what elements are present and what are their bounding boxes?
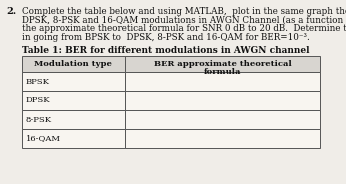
Bar bbox=[125, 129, 320, 148]
Text: BER approximate theoretical: BER approximate theoretical bbox=[154, 61, 291, 68]
Bar bbox=[125, 91, 320, 110]
Bar bbox=[125, 72, 320, 91]
Bar bbox=[125, 110, 320, 129]
Bar bbox=[22, 56, 125, 72]
Text: 8-PSK: 8-PSK bbox=[26, 116, 52, 123]
Bar bbox=[22, 91, 125, 110]
Bar bbox=[125, 56, 320, 72]
Bar bbox=[22, 72, 125, 91]
Text: Table 1: BER for different modulations in AWGN channel: Table 1: BER for different modulations i… bbox=[22, 46, 310, 55]
Text: BPSK: BPSK bbox=[26, 77, 50, 86]
Text: the approximate theoretical formula for SNR 0 dB to 20 dB.  Determine the power : the approximate theoretical formula for … bbox=[22, 24, 346, 33]
Text: DPSK: DPSK bbox=[26, 96, 51, 105]
Text: 16-QAM: 16-QAM bbox=[26, 135, 61, 142]
Bar bbox=[22, 110, 125, 129]
Text: Complete the table below and using MATLAB,  plot in the same graph the BER of BP: Complete the table below and using MATLA… bbox=[22, 7, 346, 16]
Text: 2.: 2. bbox=[6, 7, 16, 16]
Bar bbox=[22, 129, 125, 148]
Text: Modulation type: Modulation type bbox=[35, 60, 112, 68]
Text: DPSK, 8-PSK and 16-QAM modulations in AWGN Channel (as a function of Es/No) usin: DPSK, 8-PSK and 16-QAM modulations in AW… bbox=[22, 15, 346, 25]
Text: in going from BPSK to  DPSK, 8-PSK and 16-QAM for BER=10⁻³.: in going from BPSK to DPSK, 8-PSK and 16… bbox=[22, 33, 310, 42]
Text: formula: formula bbox=[204, 68, 241, 75]
